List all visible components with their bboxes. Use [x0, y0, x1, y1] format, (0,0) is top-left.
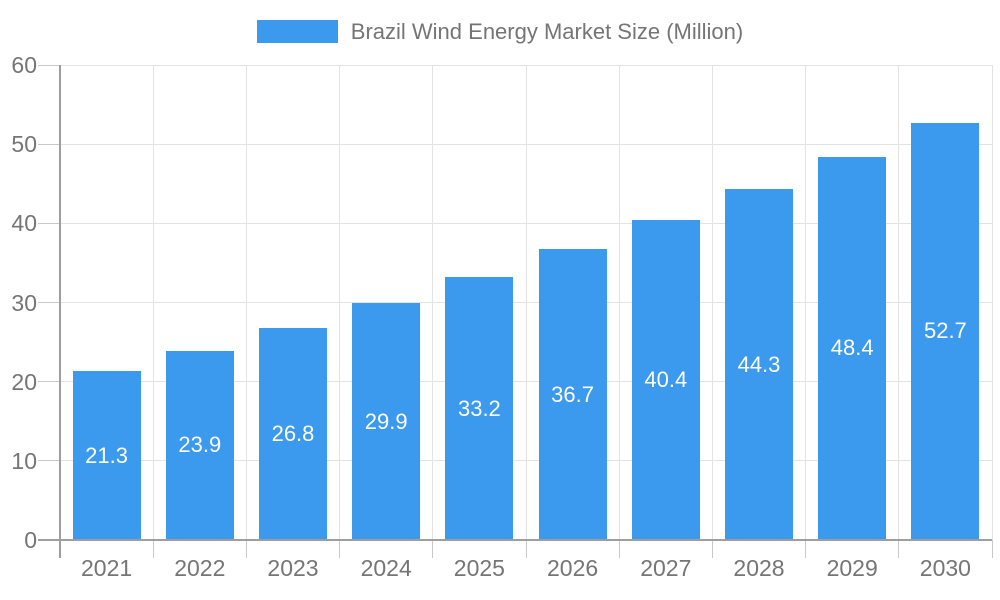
x-tick-label: 2023	[267, 555, 319, 581]
x-tick-label: 2025	[453, 555, 505, 581]
chart-legend[interactable]: Brazil Wind Energy Market Size (Million)	[0, 18, 1000, 45]
gridline-vertical	[525, 65, 527, 540]
bar-value-label: 52.7	[923, 318, 967, 344]
bar	[165, 350, 234, 540]
x-tick-label: 2022	[174, 555, 226, 581]
x-axis-tick	[805, 540, 807, 558]
x-tick-label: 2026	[547, 555, 599, 581]
x-axis-tick	[432, 540, 434, 558]
bar-value-label: 44.3	[737, 351, 781, 377]
bar	[818, 156, 887, 540]
x-axis-tick	[711, 540, 713, 558]
y-axis-tick	[38, 143, 60, 145]
bar	[445, 277, 514, 540]
bar-value-label: 21.3	[85, 442, 128, 468]
y-tick-label: 20	[11, 368, 37, 395]
legend-label: Brazil Wind Energy Market Size (Million)	[350, 19, 744, 44]
gridline-vertical	[152, 65, 154, 540]
x-axis-tick	[339, 540, 341, 558]
gridline-vertical	[339, 65, 341, 540]
bar	[538, 249, 607, 540]
gridline-vertical	[805, 65, 807, 540]
y-tick-label: 10	[11, 447, 37, 474]
x-axis-line	[38, 539, 992, 541]
x-axis-tick	[245, 540, 247, 558]
y-tick-label: 30	[11, 289, 37, 316]
bar	[259, 327, 327, 540]
gridline-vertical	[618, 65, 620, 540]
gridline-vertical	[991, 65, 993, 540]
y-tick-label: 60	[11, 52, 37, 78]
y-axis-tick	[38, 302, 60, 303]
bar-value-label: 36.7	[551, 381, 594, 407]
y-axis-tick	[38, 64, 60, 66]
bar-value-label: 23.9	[178, 432, 222, 458]
x-tick-label: 2030	[919, 555, 971, 581]
bar	[631, 220, 700, 540]
bar-value-label: 48.4	[830, 335, 874, 361]
x-axis-tick	[991, 540, 993, 558]
y-axis-line	[59, 65, 61, 558]
y-tick-label: 0	[24, 527, 37, 553]
gridline-vertical	[898, 65, 900, 540]
bar-value-label: 29.9	[364, 408, 408, 434]
y-tick-label: 40	[11, 210, 37, 237]
bar	[911, 122, 980, 540]
y-axis-tick	[38, 222, 60, 224]
x-tick-label: 2027	[640, 555, 692, 581]
legend-swatch	[256, 20, 338, 43]
gridline-vertical	[711, 65, 713, 540]
x-axis-tick	[898, 540, 900, 558]
x-tick-label: 2021	[81, 555, 133, 581]
y-axis-tick	[38, 381, 60, 383]
bar	[352, 303, 421, 540]
x-tick-label: 2028	[733, 555, 785, 581]
x-axis-tick	[525, 540, 527, 558]
bar-value-label: 26.8	[271, 420, 315, 446]
bar	[72, 371, 141, 540]
bar-value-label: 33.2	[457, 395, 501, 421]
gridline-vertical	[432, 65, 434, 540]
bar	[725, 189, 793, 540]
x-axis-tick	[152, 540, 154, 558]
bar-value-label: 40.4	[644, 367, 688, 393]
y-axis-tick	[38, 460, 60, 462]
y-tick-label: 50	[11, 131, 37, 158]
gridline-vertical	[245, 65, 247, 540]
x-axis-tick	[618, 540, 620, 558]
x-tick-label: 2024	[360, 555, 412, 581]
x-tick-label: 2029	[826, 555, 878, 581]
